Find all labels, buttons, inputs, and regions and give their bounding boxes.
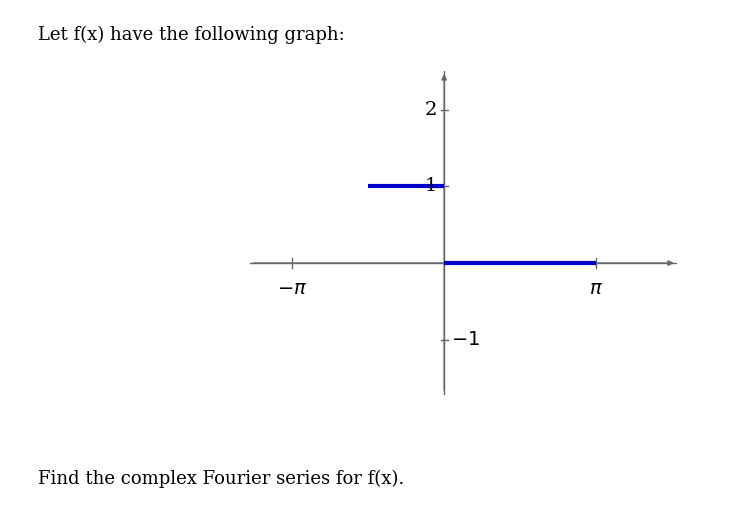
Text: 2: 2 <box>425 101 437 118</box>
Text: $\pi$: $\pi$ <box>590 280 603 298</box>
Text: 1: 1 <box>425 177 437 195</box>
Text: Find the complex Fourier series for f(x).: Find the complex Fourier series for f(x)… <box>38 469 404 488</box>
Text: Let f(x) have the following graph:: Let f(x) have the following graph: <box>38 25 344 44</box>
Text: $-\pi$: $-\pi$ <box>277 280 307 298</box>
Text: $-1$: $-1$ <box>451 331 481 349</box>
